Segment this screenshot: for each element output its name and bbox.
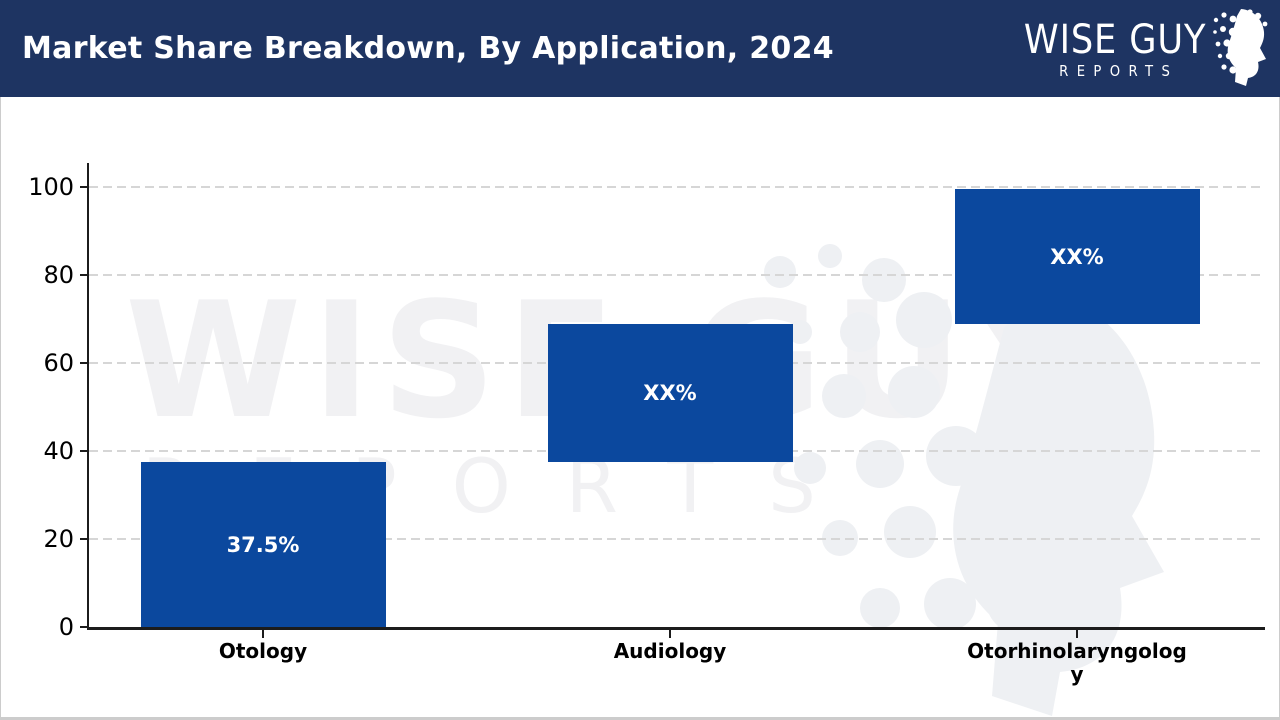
y-tick-label: 60 — [43, 349, 74, 378]
bar-otology: 37.5% — [140, 462, 386, 627]
bar-value-label: XX% — [643, 381, 697, 406]
x-axis-label: Otorhinolaryngolog y — [967, 639, 1187, 686]
header-bar: Market Share Breakdown, By Application, … — [0, 0, 1280, 97]
bar-value-label: 37.5% — [226, 532, 300, 557]
x-axis-label: Otology — [218, 639, 308, 663]
brand-logo: WISE GUY REPORTS — [999, 4, 1270, 94]
x-axis-label: Audiology — [613, 639, 727, 663]
dotted-face-icon — [1208, 6, 1270, 92]
brand-logo-text: WISE GUY REPORTS — [1023, 19, 1206, 80]
y-tick-mark — [80, 538, 88, 541]
y-tick-label: 100 — [28, 173, 74, 202]
bar-otorhinolaryngology: XX% — [954, 189, 1200, 325]
y-tick-mark — [80, 186, 88, 189]
bar-value-label: XX% — [1050, 244, 1104, 269]
y-tick-mark — [80, 626, 88, 628]
y-tick-mark — [80, 450, 88, 453]
y-tick-label: 20 — [43, 525, 74, 554]
brand-subtitle: REPORTS — [1058, 61, 1178, 80]
plot-area: 37.5% XX% XX% — [87, 163, 1265, 630]
x-tick-mark — [1076, 630, 1078, 638]
y-tick-mark — [80, 362, 88, 365]
brand-name: WISE GUY — [1023, 16, 1206, 63]
y-tick-label: 80 — [43, 261, 74, 290]
x-tick-mark — [669, 630, 671, 638]
x-tick-mark — [262, 630, 264, 638]
y-tick-label: 40 — [43, 437, 74, 466]
chart-title: Market Share Breakdown, By Application, … — [22, 31, 834, 66]
y-tick-label: 0 — [58, 613, 74, 641]
y-tick-mark — [80, 274, 88, 277]
gridline — [89, 186, 1265, 189]
gridline — [89, 538, 1265, 541]
gridline — [89, 274, 1265, 277]
bar-audiology: XX% — [547, 324, 793, 463]
